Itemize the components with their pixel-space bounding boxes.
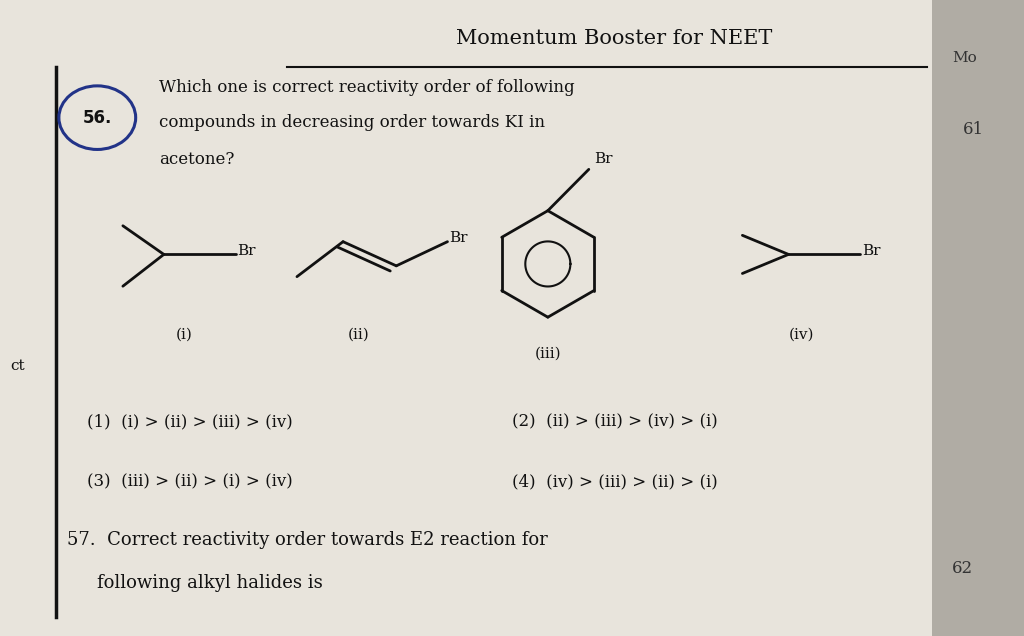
Text: Br: Br xyxy=(238,244,256,258)
Text: following alkyl halides is: following alkyl halides is xyxy=(97,574,323,591)
Text: (4)  (iv) > (iii) > (ii) > (i): (4) (iv) > (iii) > (ii) > (i) xyxy=(512,474,718,491)
Text: 62: 62 xyxy=(952,560,974,577)
Text: (2)  (ii) > (iii) > (iv) > (i): (2) (ii) > (iii) > (iv) > (i) xyxy=(512,413,718,431)
FancyBboxPatch shape xyxy=(0,0,932,636)
Text: (3)  (iii) > (ii) > (i) > (iv): (3) (iii) > (ii) > (i) > (iv) xyxy=(87,474,293,491)
Text: Br: Br xyxy=(594,152,612,166)
Text: 56.: 56. xyxy=(83,109,112,127)
Text: Br: Br xyxy=(450,232,468,245)
Text: ct: ct xyxy=(10,359,25,373)
Text: Mo: Mo xyxy=(952,51,977,65)
Text: Which one is correct reactivity order of following: Which one is correct reactivity order of… xyxy=(159,80,574,97)
Text: 57.  Correct reactivity order towards E2 reaction for: 57. Correct reactivity order towards E2 … xyxy=(67,531,547,549)
Text: (i): (i) xyxy=(176,328,193,342)
Text: Br: Br xyxy=(862,244,881,258)
Text: (ii): (ii) xyxy=(347,328,370,342)
Text: compounds in decreasing order towards KI in: compounds in decreasing order towards KI… xyxy=(159,114,545,132)
Text: Momentum Booster for NEET: Momentum Booster for NEET xyxy=(457,29,772,48)
FancyBboxPatch shape xyxy=(932,0,1024,636)
Text: (1)  (i) > (ii) > (iii) > (iv): (1) (i) > (ii) > (iii) > (iv) xyxy=(87,413,293,431)
Text: acetone?: acetone? xyxy=(159,151,234,169)
Text: 61: 61 xyxy=(963,121,984,138)
Text: (iii): (iii) xyxy=(535,347,561,361)
Text: (iv): (iv) xyxy=(790,328,814,342)
